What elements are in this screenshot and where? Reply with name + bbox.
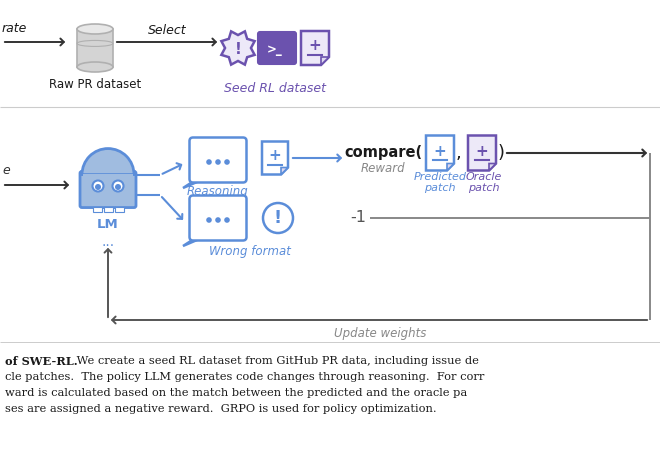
Polygon shape [262,141,288,174]
Text: We create a seed RL dataset from GitHub PR data, including issue de: We create a seed RL dataset from GitHub … [73,356,479,366]
Circle shape [206,217,212,223]
Text: +: + [269,149,281,164]
Polygon shape [281,167,288,174]
Circle shape [215,217,221,223]
Text: Reasoning: Reasoning [187,186,249,198]
Text: Predicted: Predicted [414,172,467,182]
Text: Wrong format: Wrong format [209,245,291,258]
Text: Seed RL dataset: Seed RL dataset [224,81,326,94]
Text: +: + [434,143,446,158]
Text: compare(: compare( [344,146,422,160]
Circle shape [206,159,212,165]
Polygon shape [468,135,496,171]
Text: ward is calculated based on the match between the predicted and the oracle pa: ward is calculated based on the match be… [5,388,467,398]
Text: -1: -1 [350,211,366,226]
Bar [93,207,102,212]
Text: Reward: Reward [360,162,405,174]
Polygon shape [183,237,197,246]
FancyBboxPatch shape [189,138,246,182]
Text: Oracle: Oracle [466,172,502,182]
Polygon shape [426,135,454,171]
Text: patch: patch [468,183,500,193]
Circle shape [215,159,221,165]
Circle shape [115,184,121,190]
Text: >_: >_ [267,42,283,55]
Polygon shape [301,31,329,65]
Text: ...: ... [102,235,115,249]
Bar [104,207,113,212]
Circle shape [112,180,123,191]
Bar [83,174,133,189]
Text: rate: rate [2,22,27,34]
Text: Raw PR dataset: Raw PR dataset [49,78,141,92]
Text: cle patches.  The policy LLM generates code changes through reasoning.  For corr: cle patches. The policy LLM generates co… [5,372,484,382]
Bar [115,207,124,212]
Polygon shape [77,29,113,67]
Text: Update weights: Update weights [334,327,426,339]
Circle shape [95,184,101,190]
Text: Select: Select [148,24,186,37]
Text: ): ) [498,144,505,162]
Text: patch: patch [424,183,456,193]
Polygon shape [221,31,255,65]
Text: LM: LM [97,219,119,232]
Circle shape [263,203,293,233]
Text: ,: , [456,144,462,162]
Ellipse shape [77,62,113,72]
Ellipse shape [77,24,113,34]
Text: !: ! [234,41,242,56]
Circle shape [224,159,230,165]
Text: e: e [2,164,10,177]
Polygon shape [321,57,329,65]
Text: ses are assigned a negative reward.  GRPO is used for policy optimization.: ses are assigned a negative reward. GRPO… [5,404,437,414]
Text: +: + [476,143,488,158]
Polygon shape [183,179,197,188]
FancyBboxPatch shape [80,172,136,208]
Text: +: + [309,39,321,54]
Wedge shape [82,149,134,174]
Polygon shape [447,164,454,171]
Polygon shape [489,164,496,171]
Circle shape [224,217,230,223]
Text: of SWE-RL.: of SWE-RL. [5,356,78,367]
FancyBboxPatch shape [258,32,296,64]
FancyBboxPatch shape [189,196,246,241]
Text: !: ! [274,209,282,227]
Circle shape [92,180,104,191]
